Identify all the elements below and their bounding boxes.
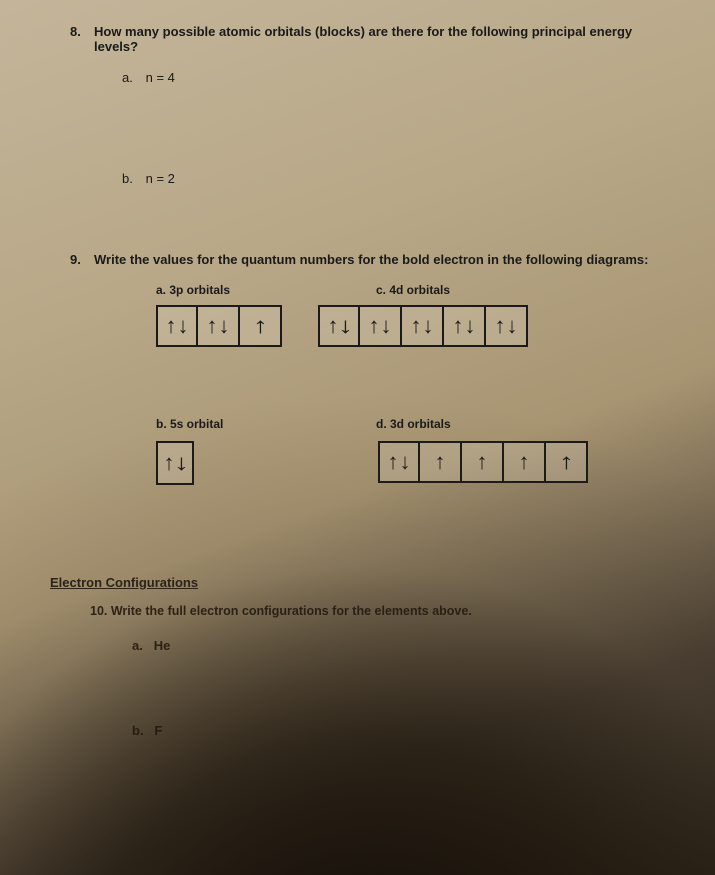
q8-a-text: n = 4 [146, 70, 175, 85]
diagram-b: ↑↓ [156, 441, 194, 485]
arrow-down-icon: ↓ [173, 452, 188, 474]
orbital-box: ↑↓ [360, 305, 402, 347]
arrow-down-icon: ↓ [465, 315, 476, 337]
q9-text: Write the values for the quantum numbers… [94, 252, 665, 267]
arrow-down-icon: ↓ [507, 315, 518, 337]
q10-a-letter: a. [132, 638, 143, 653]
arrow-up-icon: ↑ [166, 315, 177, 337]
arrow-up-icon: ↑ [558, 451, 573, 473]
q9-number: 9. [70, 252, 94, 267]
q10-b-letter: b. [132, 723, 144, 738]
arrow-down-icon: ↓ [178, 315, 189, 337]
orbital-row-bd: ↑↓ ↑↓↑↑↑↑ [156, 441, 665, 485]
arrow-down-icon: ↓ [381, 315, 392, 337]
q10-sub-a: a. He [132, 638, 665, 653]
q9-a-label: a. 3p orbitals [156, 283, 376, 297]
orbital-box: ↑↓ [156, 441, 194, 485]
orbital-box: ↑↓ [378, 441, 420, 483]
q8-sub-a: a. n = 4 [122, 70, 665, 85]
arrow-up-icon: ↑ [477, 451, 488, 473]
arrow-down-icon: ↓ [219, 315, 230, 337]
arrow-up-icon: ↑ [411, 315, 422, 337]
orbital-box: ↑ [546, 441, 588, 483]
orbital-box: ↑ [420, 441, 462, 483]
arrow-up-icon: ↑ [207, 315, 218, 337]
orbital-box: ↑ [240, 305, 282, 347]
q9-line: 9. Write the values for the quantum numb… [70, 252, 665, 267]
q10-sub-b: b. F [132, 723, 665, 738]
arrow-up-icon: ↑ [252, 315, 267, 337]
arrow-up-icon: ↑ [388, 451, 399, 473]
orbital-box: ↑↓ [402, 305, 444, 347]
q8-line: 8. How many possible atomic orbitals (bl… [70, 24, 665, 54]
q8-sub-b: b. n = 2 [122, 171, 665, 186]
diagram-c: ↑↓↑↓↑↓↑↓↑↓ [318, 305, 528, 347]
q10-a-text: He [154, 638, 171, 653]
q10-text: 10. Write the full electron configuratio… [90, 604, 665, 618]
arrow-down-icon: ↓ [337, 315, 352, 337]
orbital-box: ↑ [504, 441, 546, 483]
arrow-up-icon: ↑ [519, 451, 530, 473]
orbital-box: ↑↓ [486, 305, 528, 347]
orbital-box: ↑↓ [318, 305, 360, 347]
q9-labels-row2: b. 5s orbital d. 3d orbitals [156, 417, 665, 431]
q9-d-label: d. 3d orbitals [376, 417, 451, 431]
q8-text: How many possible atomic orbitals (block… [94, 24, 665, 54]
q8-number: 8. [70, 24, 94, 54]
arrow-down-icon: ↓ [423, 315, 434, 337]
q9-b-label: b. 5s orbital [156, 417, 376, 431]
arrow-up-icon: ↑ [369, 315, 380, 337]
orbital-box: ↑↓ [444, 305, 486, 347]
q10-b-text: F [154, 723, 162, 738]
orbital-box: ↑↓ [156, 305, 198, 347]
arrow-down-icon: ↓ [400, 451, 411, 473]
orbital-box: ↑ [462, 441, 504, 483]
arrow-up-icon: ↑ [435, 451, 446, 473]
orbital-box: ↑↓ [198, 305, 240, 347]
q8-a-letter: a. [122, 70, 142, 85]
orbital-row-ac: ↑↓↑↓↑ ↑↓↑↓↑↓↑↓↑↓ [156, 305, 665, 347]
diagram-a: ↑↓↑↓↑ [156, 305, 282, 347]
q9-c-label: c. 4d orbitals [376, 283, 450, 297]
diagram-d: ↑↓↑↑↑↑ [378, 441, 588, 483]
section-heading: Electron Configurations [50, 575, 665, 590]
arrow-up-icon: ↑ [453, 315, 464, 337]
q9-labels-row1: a. 3p orbitals c. 4d orbitals [156, 283, 665, 297]
q8-b-letter: b. [122, 171, 142, 186]
q8-b-text: n = 2 [146, 171, 175, 186]
arrow-up-icon: ↑ [495, 315, 506, 337]
